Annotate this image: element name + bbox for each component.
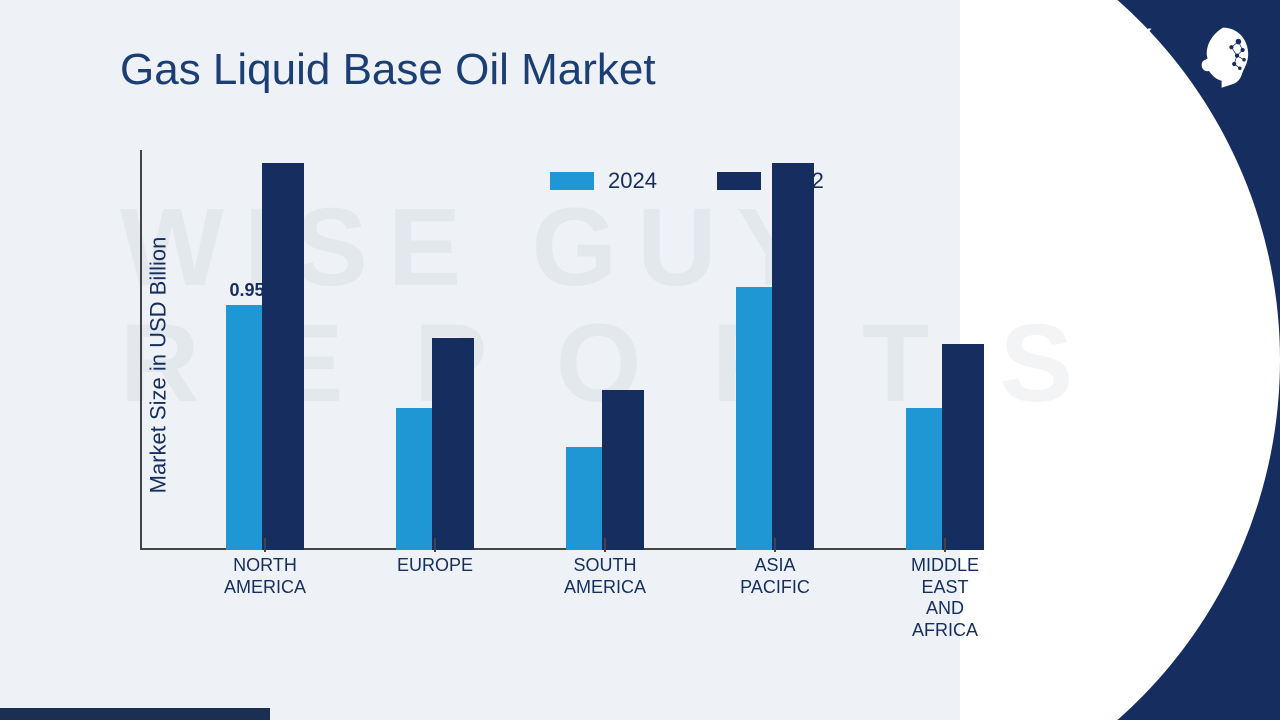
bar-2032 [942,344,984,550]
logo-line-2: R E P O R T S [988,55,1178,91]
bar-group [205,163,325,550]
x-tick [604,538,606,552]
bar-group [885,344,1005,550]
plot-area [140,150,970,550]
x-tick [944,538,946,552]
category-label: NORTH AMERICA [195,555,335,598]
x-tick [264,538,266,552]
bar-2032 [432,338,474,550]
bar-group [375,338,495,550]
chart-title: Gas Liquid Base Oil Market [120,45,656,95]
bar-group [715,163,835,550]
bar-2032 [262,163,304,550]
bar-value-label: 0.95 [229,280,264,301]
category-label: ASIA PACIFIC [705,555,845,598]
bar-chart: Market Size in USD Billion NORTH AMERICA… [100,150,970,580]
bar-2032 [602,390,644,550]
x-tick [434,538,436,552]
bar-group [545,390,665,550]
x-tick [774,538,776,552]
category-label: SOUTH AMERICA [535,555,675,598]
category-label: MIDDLE EAST AND AFRICA [875,555,1015,641]
logo-line-1: WISE GUY [988,23,1178,57]
head-icon [1188,22,1258,92]
category-label: EUROPE [365,555,505,577]
bar-2032 [772,163,814,550]
brand-logo: WISE GUY R E P O R T S [988,22,1258,92]
footer-accent-bar [0,708,270,720]
